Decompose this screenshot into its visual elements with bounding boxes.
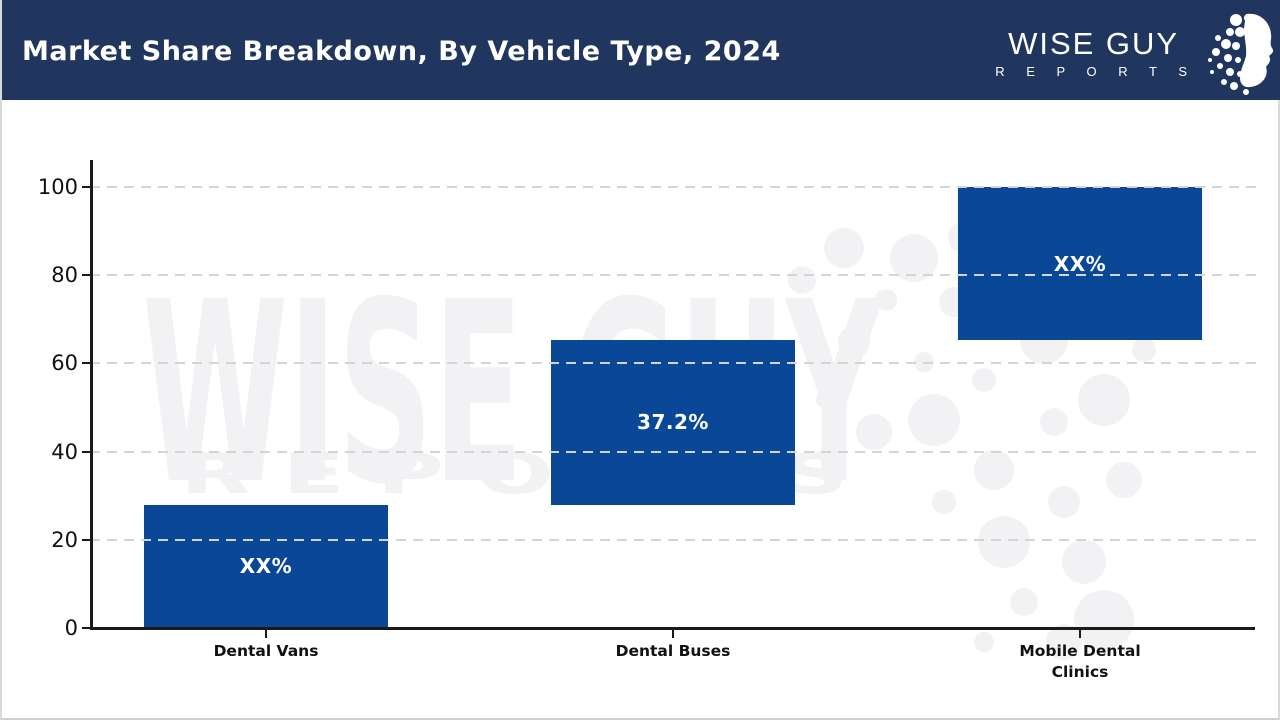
y-axis-line <box>90 160 93 630</box>
y-axis-tick-label: 100 <box>37 175 78 199</box>
bar-value-label: XX% <box>239 554 293 579</box>
x-axis-tick-mark <box>1079 630 1081 638</box>
y-axis-tick-label: 80 <box>51 263 78 288</box>
x-axis-tick-mark <box>672 630 674 638</box>
y-axis-tick-label: 0 <box>64 616 78 640</box>
y-axis-tick-mark <box>82 186 90 188</box>
bar-value-label: 37.2% <box>637 410 709 435</box>
header-bar: Market Share Breakdown, By Vehicle Type,… <box>2 0 1280 100</box>
x-axis-category-label: Dental Buses <box>615 642 731 660</box>
y-axis-tick-mark <box>82 450 90 453</box>
page-title: Market Share Breakdown, By Vehicle Type,… <box>22 36 781 67</box>
bar-segment: XX% <box>958 187 1202 341</box>
x-axis-category-label: Mobile Dental Clinics <box>1019 642 1141 681</box>
brand-logo: WISE GUY R E P O R T S <box>995 6 1274 96</box>
y-axis-tick-label: 40 <box>51 439 78 464</box>
y-axis-tick-mark <box>82 538 90 541</box>
y-axis-tick-mark <box>82 362 90 365</box>
x-axis-tick-mark <box>265 630 267 638</box>
bar-segment: XX% <box>144 504 388 628</box>
y-axis-tick-mark <box>82 274 90 277</box>
brand-logo-face-icon <box>1208 13 1274 95</box>
bar-value-label: XX% <box>1053 251 1107 276</box>
horizontal-gridline <box>90 186 1258 188</box>
horizontal-gridline <box>90 362 1258 365</box>
horizontal-gridline <box>90 274 1258 277</box>
horizontal-gridline <box>90 450 1258 453</box>
x-axis-line <box>90 627 1255 630</box>
x-axis-category-label: Dental Vans <box>213 642 319 660</box>
y-axis-tick-mark <box>82 627 90 629</box>
brand-logo-subtitle: R E P O R T S <box>995 64 1196 79</box>
y-axis-tick-label: 20 <box>51 527 78 552</box>
brand-logo-wordmark: WISE GUY <box>1008 26 1180 61</box>
bar-segment: 37.2% <box>551 340 795 505</box>
horizontal-gridline <box>90 538 1258 541</box>
y-axis-tick-label: 60 <box>51 351 78 376</box>
